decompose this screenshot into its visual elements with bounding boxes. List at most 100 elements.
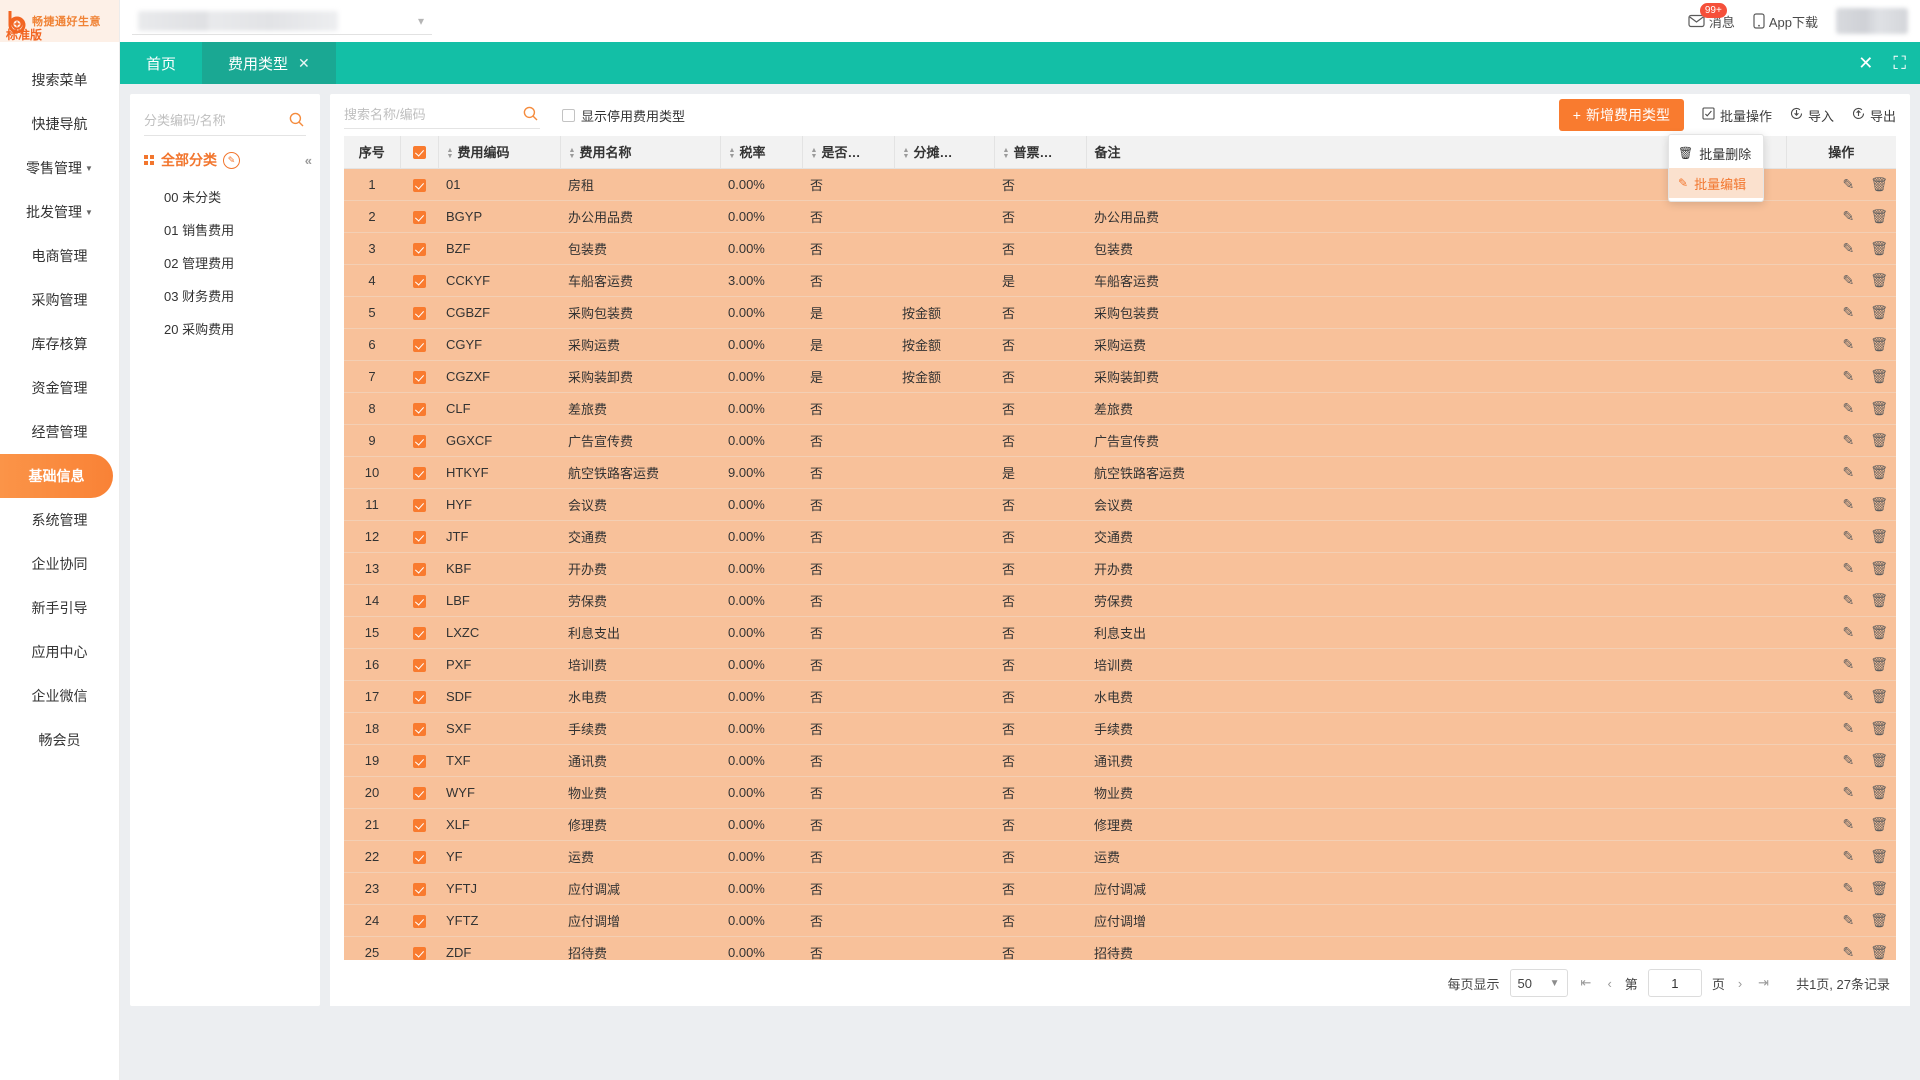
row-edit-icon[interactable]: ✎ <box>1842 239 1855 256</box>
row-delete-icon[interactable]: 🗑 <box>1870 303 1888 320</box>
sort-icon[interactable]: ▲ ▼ <box>902 146 910 160</box>
row-edit-icon[interactable]: ✎ <box>1842 399 1855 416</box>
table-row[interactable]: 11 HYF 会议费 0.00% 否否会议费 ✎ 🗑 <box>344 488 1896 521</box>
checkbox-checked-icon[interactable] <box>412 882 426 896</box>
row-checkbox[interactable] <box>400 936 438 960</box>
checkbox-checked-icon[interactable] <box>412 562 426 576</box>
row-delete-icon[interactable]: 🗑 <box>1870 623 1888 640</box>
checkbox-checked-icon[interactable] <box>412 402 426 416</box>
table-row[interactable]: 21 XLF 修理费 0.00% 否否修理费 ✎ 🗑 <box>344 808 1896 841</box>
checkbox-checked-icon[interactable] <box>412 242 426 256</box>
table-row[interactable]: 3 BZF 包装费 0.00% 否否包装费 ✎ 🗑 <box>344 232 1896 265</box>
row-checkbox[interactable] <box>400 808 438 841</box>
first-page-icon[interactable]: ⇤ <box>1580 975 1592 990</box>
sort-icon[interactable]: ▲ ▼ <box>446 146 454 160</box>
checkbox-checked-icon[interactable] <box>412 466 426 480</box>
row-checkbox[interactable] <box>400 648 438 681</box>
table-row[interactable]: 19 TXF 通讯费 0.00% 否否通讯费 ✎ 🗑 <box>344 744 1896 777</box>
next-page-icon[interactable]: › <box>1737 975 1743 991</box>
row-delete-icon[interactable]: 🗑 <box>1870 559 1888 576</box>
sort-icon[interactable]: ▲ ▼ <box>810 146 818 160</box>
row-delete-icon[interactable]: 🗑 <box>1870 431 1888 448</box>
sort-icon[interactable]: ▲ ▼ <box>568 146 576 160</box>
table-row[interactable]: 10 HTKYF 航空铁路客运费 9.00% 否是航空铁路客运费 ✎ 🗑 <box>344 456 1896 489</box>
row-edit-icon[interactable]: ✎ <box>1842 207 1855 224</box>
sidebar-item-2[interactable]: 零售管理 ▼ <box>0 146 119 190</box>
row-edit-icon[interactable]: ✎ <box>1842 591 1855 608</box>
row-edit-icon[interactable]: ✎ <box>1842 879 1855 896</box>
row-checkbox[interactable] <box>400 584 438 617</box>
category-search[interactable] <box>144 106 306 136</box>
row-delete-icon[interactable]: 🗑 <box>1870 335 1888 352</box>
checkbox-checked-icon[interactable] <box>412 178 426 192</box>
show-disabled-toggle[interactable]: 显示停用费用类型 <box>562 106 685 125</box>
table-row[interactable]: 20 WYF 物业费 0.00% 否否物业费 ✎ 🗑 <box>344 776 1896 809</box>
checkbox-checked-icon[interactable] <box>412 754 426 768</box>
row-edit-icon[interactable]: ✎ <box>1842 911 1855 928</box>
collapse-left-icon[interactable]: « <box>304 152 312 168</box>
export-button[interactable]: 导出 <box>1852 106 1896 125</box>
checkbox-checked-icon[interactable] <box>412 658 426 672</box>
checkbox-checked-icon[interactable] <box>412 722 426 736</box>
row-checkbox[interactable] <box>400 328 438 361</box>
row-edit-icon[interactable]: ✎ <box>1842 303 1855 320</box>
row-delete-icon[interactable]: 🗑 <box>1870 655 1888 672</box>
sidebar-item-1[interactable]: 快捷导航 <box>0 102 119 146</box>
row-checkbox[interactable] <box>400 840 438 873</box>
row-checkbox[interactable] <box>400 616 438 649</box>
dropdown-item-0[interactable]: 🗑 批量删除 <box>1669 138 1763 168</box>
checkbox-checked-icon[interactable] <box>412 850 426 864</box>
row-delete-icon[interactable]: 🗑 <box>1870 207 1888 224</box>
category-item-3[interactable]: 03 财务费用 <box>164 289 235 304</box>
category-item-1[interactable]: 01 销售费用 <box>164 223 235 238</box>
dropdown-item-1[interactable]: ✎ 批量编辑 <box>1669 168 1763 198</box>
row-delete-icon[interactable]: 🗑 <box>1870 719 1888 736</box>
row-checkbox[interactable] <box>400 552 438 585</box>
category-item-0[interactable]: 00 未分类 <box>164 190 222 205</box>
checkbox-checked-icon[interactable] <box>412 274 426 288</box>
row-checkbox[interactable] <box>400 904 438 937</box>
record-search[interactable] <box>344 101 540 129</box>
column-header-invoice[interactable]: ▲ ▼ 普票… <box>994 136 1087 169</box>
checkbox-checked-icon[interactable] <box>412 370 426 384</box>
row-delete-icon[interactable]: 🗑 <box>1870 463 1888 480</box>
row-checkbox[interactable] <box>400 680 438 713</box>
category-root[interactable]: 全部分类 ✎ « <box>130 136 320 180</box>
row-delete-icon[interactable]: 🗑 <box>1870 495 1888 512</box>
checkbox-checked-icon[interactable] <box>412 594 426 608</box>
row-delete-icon[interactable]: 🗑 <box>1870 591 1888 608</box>
table-row[interactable]: 15 LXZC 利息支出 0.00% 否否利息支出 ✎ 🗑 <box>344 616 1896 649</box>
row-edit-icon[interactable]: ✎ <box>1842 175 1855 192</box>
row-edit-icon[interactable]: ✎ <box>1842 271 1855 288</box>
table-row[interactable]: 6 CGYF 采购运费 0.00% 是按金额否采购运费 ✎ 🗑 <box>344 328 1896 361</box>
row-edit-icon[interactable]: ✎ <box>1842 495 1855 512</box>
row-checkbox[interactable] <box>400 456 438 489</box>
row-edit-icon[interactable]: ✎ <box>1842 719 1855 736</box>
close-icon[interactable]: ✕ <box>1858 53 1874 73</box>
column-header-alloc[interactable]: ▲ ▼ 分摊… <box>894 136 995 169</box>
search-input[interactable] <box>344 107 514 122</box>
sidebar-item-8[interactable]: 经营管理 <box>0 410 119 454</box>
table-row[interactable]: 7 CGZXF 采购装卸费 0.00% 是按金额否采购装卸费 ✎ 🗑 <box>344 360 1896 393</box>
table-row[interactable]: 18 SXF 手续费 0.00% 否否手续费 ✎ 🗑 <box>344 712 1896 745</box>
row-delete-icon[interactable]: 🗑 <box>1870 751 1888 768</box>
row-edit-icon[interactable]: ✎ <box>1842 431 1855 448</box>
close-icon[interactable]: ✕ <box>298 54 310 71</box>
row-delete-icon[interactable]: 🗑 <box>1870 911 1888 928</box>
row-edit-icon[interactable]: ✎ <box>1842 751 1855 768</box>
per-page-select[interactable]: 50 ▼ <box>1509 969 1568 997</box>
sort-icon[interactable]: ▲ ▼ <box>728 146 736 160</box>
app-download-button[interactable]: App下载 <box>1753 12 1818 31</box>
row-checkbox[interactable] <box>400 424 438 457</box>
table-row[interactable]: 1 01 房租 0.00% 否否 ✎ 🗑 <box>344 168 1896 201</box>
last-page-icon[interactable]: ⇥ <box>1758 975 1770 990</box>
row-checkbox[interactable] <box>400 712 438 745</box>
row-checkbox[interactable] <box>400 872 438 905</box>
checkbox-icon[interactable] <box>562 108 575 122</box>
import-button[interactable]: 导入 <box>1790 106 1834 125</box>
row-delete-icon[interactable]: 🗑 <box>1870 271 1888 288</box>
row-edit-icon[interactable]: ✎ <box>1842 367 1855 384</box>
category-item-4[interactable]: 20 采购费用 <box>164 322 235 337</box>
sidebar-item-12[interactable]: 新手引导 <box>0 586 119 630</box>
row-edit-icon[interactable]: ✎ <box>1842 335 1855 352</box>
